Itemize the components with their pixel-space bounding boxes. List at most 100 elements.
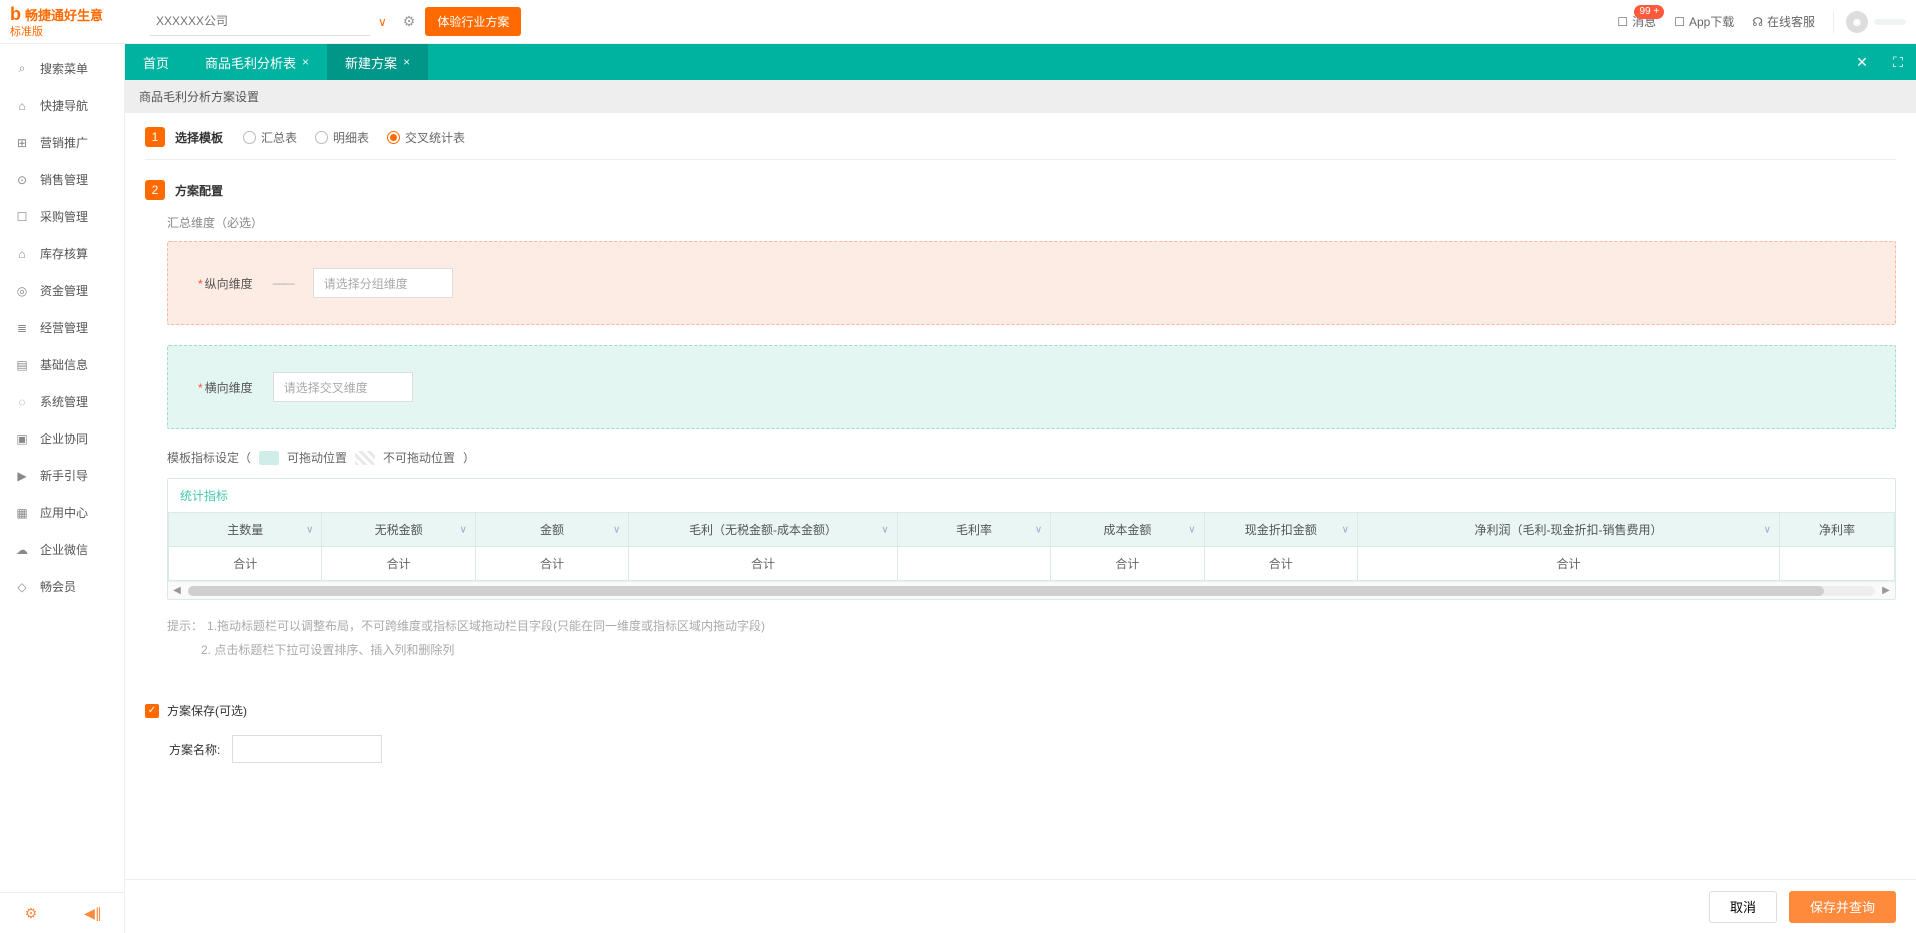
template-radio-0[interactable]: 汇总表 <box>243 129 297 146</box>
scroll-left-icon[interactable]: ◀ <box>168 585 186 596</box>
column-total-5: 合计 <box>1051 547 1204 581</box>
plan-save-checkbox[interactable]: ✓ <box>145 704 159 718</box>
sidebar-item-4[interactable]: ☐ 采购管理 <box>0 198 124 235</box>
column-header-2[interactable]: 金额∨ <box>475 513 628 547</box>
column-label: 净利率 <box>1819 523 1855 537</box>
column-header-0[interactable]: 主数量∨ <box>169 513 322 547</box>
user-name <box>1874 19 1906 25</box>
tab-label: 新建方案 <box>345 53 397 72</box>
sidebar-item-label: 新手引导 <box>40 467 88 484</box>
plan-name-input[interactable] <box>232 735 382 763</box>
chevron-down-icon[interactable]: ∨ <box>613 524 620 535</box>
tab-close-icon[interactable]: × <box>403 55 410 69</box>
column-header-7[interactable]: 净利润（毛利-现金折扣-销售费用）∨ <box>1358 513 1780 547</box>
chevron-down-icon[interactable]: ∨ <box>1342 524 1349 535</box>
sidebar: ⌕搜索菜单⌂快捷导航⊞营销推广⊙销售管理 ☐ 采购管理 ⌂库存核算◎资金管理≣经营管理… <box>0 44 125 933</box>
sidebar-item-label: 基础信息 <box>40 356 88 373</box>
chevron-down-icon[interactable]: ∨ <box>1035 524 1042 535</box>
scroll-track[interactable] <box>188 586 1875 596</box>
tab-0[interactable]: 首页 <box>125 44 187 80</box>
sidebar-item-1[interactable]: ⌂快捷导航 <box>0 87 124 124</box>
sidebar-item-6[interactable]: ◎资金管理 <box>0 272 124 309</box>
column-header-5[interactable]: 成本金额 ∨ <box>1051 513 1204 547</box>
sidebar-item-label: 系统管理 <box>40 393 88 410</box>
column-header-6[interactable]: 现金折扣金额∨ <box>1204 513 1357 547</box>
sidebar-item-3[interactable]: ⊙销售管理 <box>0 161 124 198</box>
sidebar-item-9[interactable]: ◌系统管理 <box>0 383 124 420</box>
chevron-down-icon[interactable]: ∨ <box>1764 524 1771 535</box>
column-total-1: 合计 <box>322 547 475 581</box>
top-bar: b 畅捷通好生意 标准版 ∨ ⚙ 体验行业方案 ☐ 消息 99 + ☐ App下… <box>0 0 1916 44</box>
user-menu[interactable]: ☻ <box>1833 11 1906 33</box>
column-header-3[interactable]: 毛利（无税金额-成本金额）∨ <box>629 513 897 547</box>
sidebar-item-label: 快捷导航 <box>40 97 88 114</box>
cancel-button[interactable]: 取消 <box>1709 891 1777 923</box>
vertical-dim-select[interactable]: 请选择分组维度 <box>313 268 453 298</box>
sidebar-item-14[interactable]: ◇畅会员 <box>0 568 124 605</box>
column-label: 成本金额 <box>1103 523 1151 537</box>
sidebar-item-12[interactable]: ▦应用中心 <box>0 494 124 531</box>
legend: 模板指标设定（ 可拖动位置 不可拖动位置 ） <box>167 449 1896 466</box>
company-selector[interactable]: ∨ ⚙ <box>150 8 415 36</box>
sidebar-item-label: 应用中心 <box>40 504 88 521</box>
template-radio-2[interactable]: 交叉统计表 <box>387 129 465 146</box>
bag-icon: ☐ <box>14 209 30 225</box>
sidebar-item-11[interactable]: ▶新手引导 <box>0 457 124 494</box>
radio-label: 汇总表 <box>261 129 297 146</box>
app-download-link[interactable]: ☐ App下载 <box>1674 13 1734 30</box>
collapse-icon: ◀∥ <box>84 905 102 922</box>
chevron-down-icon[interactable]: ∨ <box>881 524 888 535</box>
vertical-dimension-box: *纵向维度 —— 请选择分组维度 <box>167 241 1896 325</box>
hint-line-1: 1.拖动标题栏可以调整布局，不可跨维度或指标区域拖动栏目字段(只能在同一维度或指… <box>207 619 765 633</box>
scroll-thumb[interactable] <box>188 586 1824 596</box>
column-header-8[interactable]: 净利率 <box>1779 513 1894 547</box>
tab-1[interactable]: 商品毛利分析表 × <box>187 44 327 80</box>
sidebar-item-label: 采购管理 <box>40 208 88 225</box>
sidebar-item-5[interactable]: ⌂库存核算 <box>0 235 124 272</box>
column-header-4[interactable]: 毛利率∨ <box>897 513 1050 547</box>
sidebar-item-8[interactable]: ▤基础信息 <box>0 346 124 383</box>
column-total-6: 合计 <box>1204 547 1357 581</box>
table-horizontal-scrollbar[interactable]: ◀ ▶ <box>168 581 1895 599</box>
chevron-down-icon[interactable]: ∨ <box>1188 524 1195 535</box>
horizontal-dim-select[interactable]: 请选择交叉维度 <box>273 372 413 402</box>
tab-expand-button[interactable]: ⛶ <box>1880 44 1916 80</box>
chevron-down-icon[interactable]: ∨ <box>460 524 467 535</box>
tab-close-icon[interactable]: × <box>302 55 309 69</box>
settings-button[interactable]: ⚙ <box>0 893 62 933</box>
tab-label: 首页 <box>143 53 169 72</box>
chevron-down-icon[interactable]: ∨ <box>306 524 313 535</box>
tab-bar: 首页 商品毛利分析表 × 新建方案 × ✕ ⛶ <box>125 44 1916 80</box>
sidebar-item-2[interactable]: ⊞营销推广 <box>0 124 124 161</box>
step2-number: 2 <box>145 180 165 200</box>
gear-icon[interactable]: ⚙ <box>403 13 416 30</box>
sidebar-item-10[interactable]: ▣企业协同 <box>0 420 124 457</box>
sidebar-item-13[interactable]: ☁企业微信 <box>0 531 124 568</box>
sidebar-footer: ⚙ ◀∥ <box>0 892 124 933</box>
logo-edition: 标准版 <box>10 23 120 39</box>
top-right-links: ☐ 消息 99 + ☐ App下载 ☊ 在线客服 ☻ <box>1617 11 1906 33</box>
experience-plan-button[interactable]: 体验行业方案 <box>425 7 521 36</box>
sidebar-item-label: 资金管理 <box>40 282 88 299</box>
plan-save-row: ✓ 方案保存(可选) <box>145 702 1896 719</box>
legend-nondraggable-label: 不可拖动位置 <box>383 449 455 466</box>
save-and-query-button[interactable]: 保存并查询 <box>1789 891 1896 923</box>
template-radio-1[interactable]: 明细表 <box>315 129 369 146</box>
tab-2[interactable]: 新建方案 × <box>327 44 428 80</box>
column-header-1[interactable]: 无税金额∨ <box>322 513 475 547</box>
sidebar-item-0[interactable]: ⌕搜索菜单 <box>0 50 124 87</box>
search-icon: ⌕ <box>14 61 30 77</box>
scroll-right-icon[interactable]: ▶ <box>1877 585 1895 596</box>
tab-label: 商品毛利分析表 <box>205 53 296 72</box>
messages-link[interactable]: ☐ 消息 99 + <box>1617 13 1656 30</box>
tab-close-all-button[interactable]: ✕ <box>1844 44 1880 80</box>
column-total-3: 合计 <box>629 547 897 581</box>
collapse-sidebar-button[interactable]: ◀∥ <box>62 893 124 933</box>
radio-icon <box>315 131 328 144</box>
chevron-down-icon[interactable]: ∨ <box>378 15 387 29</box>
company-input[interactable] <box>150 8 370 36</box>
sidebar-item-7[interactable]: ≣经营管理 <box>0 309 124 346</box>
online-service-link[interactable]: ☊ 在线客服 <box>1752 13 1815 30</box>
legend-close: ） <box>463 449 475 466</box>
non-draggable-swatch <box>355 451 375 465</box>
